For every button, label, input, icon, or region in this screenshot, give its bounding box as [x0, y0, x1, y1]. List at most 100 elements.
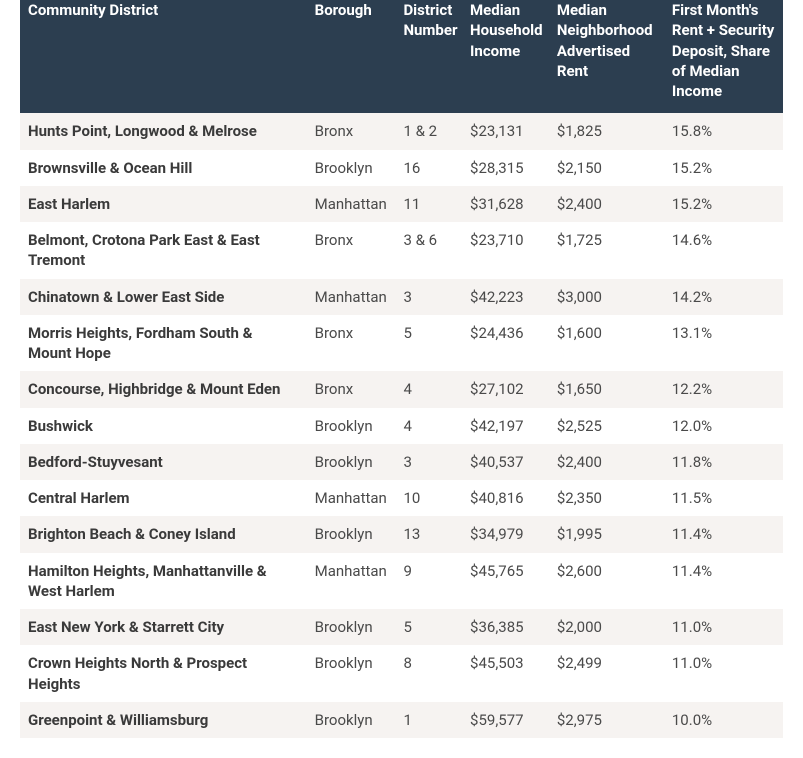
cell-cd: Central Harlem [20, 480, 307, 516]
cell-mnr: $1,995 [549, 516, 664, 552]
table-body: Hunts Point, Longwood & MelroseBronx1 & … [20, 113, 783, 738]
col-header-share: First Month's Rent + Security Deposit, S… [664, 0, 783, 113]
cell-mnr: $2,525 [549, 408, 664, 444]
cell-shr: 14.2% [664, 279, 783, 315]
cell-dn: 16 [395, 150, 462, 186]
cell-bor: Manhattan [307, 553, 396, 610]
cell-dn: 4 [395, 408, 462, 444]
table-row: Chinatown & Lower East SideManhattan3$42… [20, 279, 783, 315]
cell-bor: Brooklyn [307, 609, 396, 645]
cell-dn: 1 & 2 [395, 113, 462, 149]
cell-mnr: $2,400 [549, 186, 664, 222]
cell-mnr: $2,400 [549, 444, 664, 480]
cell-mhi: $27,102 [462, 371, 549, 407]
cell-dn: 3 [395, 279, 462, 315]
cell-mhi: $23,710 [462, 222, 549, 279]
cell-shr: 10.0% [664, 702, 783, 738]
cell-mhi: $31,628 [462, 186, 549, 222]
cell-shr: 11.5% [664, 480, 783, 516]
cell-cd: Hamilton Heights, Manhattanville & West … [20, 553, 307, 610]
cell-mhi: $23,131 [462, 113, 549, 149]
cell-mhi: $34,979 [462, 516, 549, 552]
cell-dn: 1 [395, 702, 462, 738]
cell-shr: 11.4% [664, 516, 783, 552]
cell-cd: Brighton Beach & Coney Island [20, 516, 307, 552]
cell-cd: Bedford-Stuyvesant [20, 444, 307, 480]
table-row: Bedford-StuyvesantBrooklyn3$40,537$2,400… [20, 444, 783, 480]
cell-mnr: $1,600 [549, 315, 664, 372]
cell-mnr: $2,350 [549, 480, 664, 516]
cell-shr: 14.6% [664, 222, 783, 279]
cell-shr: 12.0% [664, 408, 783, 444]
cell-cd: Morris Heights, Fordham South & Mount Ho… [20, 315, 307, 372]
table-row: Crown Heights North & Prospect HeightsBr… [20, 645, 783, 702]
cell-mhi: $40,537 [462, 444, 549, 480]
cell-cd: East New York & Starrett City [20, 609, 307, 645]
cell-bor: Bronx [307, 222, 396, 279]
cell-bor: Manhattan [307, 186, 396, 222]
col-header-district-number: District Number [395, 0, 462, 113]
cell-bor: Brooklyn [307, 516, 396, 552]
table-row: Brighton Beach & Coney IslandBrooklyn13$… [20, 516, 783, 552]
cell-shr: 12.2% [664, 371, 783, 407]
cell-bor: Bronx [307, 315, 396, 372]
cell-bor: Manhattan [307, 279, 396, 315]
table-container: Community District Borough District Numb… [0, 0, 803, 758]
cell-dn: 11 [395, 186, 462, 222]
cell-bor: Brooklyn [307, 408, 396, 444]
cell-shr: 13.1% [664, 315, 783, 372]
cell-shr: 15.8% [664, 113, 783, 149]
cell-dn: 10 [395, 480, 462, 516]
col-header-borough: Borough [307, 0, 396, 113]
cell-mhi: $24,436 [462, 315, 549, 372]
table-row: Morris Heights, Fordham South & Mount Ho… [20, 315, 783, 372]
cell-cd: Crown Heights North & Prospect Heights [20, 645, 307, 702]
cell-mhi: $36,385 [462, 609, 549, 645]
cell-cd: East Harlem [20, 186, 307, 222]
cell-cd: Bushwick [20, 408, 307, 444]
cell-mnr: $2,600 [549, 553, 664, 610]
cell-cd: Hunts Point, Longwood & Melrose [20, 113, 307, 149]
cell-mnr: $2,000 [549, 609, 664, 645]
cell-mhi: $45,503 [462, 645, 549, 702]
table-row: Hunts Point, Longwood & MelroseBronx1 & … [20, 113, 783, 149]
col-header-median-income: Median Household Income [462, 0, 549, 113]
cell-mhi: $59,577 [462, 702, 549, 738]
cell-dn: 5 [395, 315, 462, 372]
cell-mhi: $42,197 [462, 408, 549, 444]
cell-bor: Brooklyn [307, 444, 396, 480]
cell-bor: Bronx [307, 113, 396, 149]
cell-dn: 4 [395, 371, 462, 407]
cell-bor: Brooklyn [307, 150, 396, 186]
cell-shr: 11.0% [664, 645, 783, 702]
cell-dn: 13 [395, 516, 462, 552]
cell-mnr: $2,499 [549, 645, 664, 702]
cell-dn: 3 [395, 444, 462, 480]
table-row: Belmont, Crotona Park East & East Tremon… [20, 222, 783, 279]
cell-cd: Belmont, Crotona Park East & East Tremon… [20, 222, 307, 279]
cell-mnr: $1,725 [549, 222, 664, 279]
cell-mnr: $3,000 [549, 279, 664, 315]
cell-mnr: $2,150 [549, 150, 664, 186]
cell-shr: 15.2% [664, 186, 783, 222]
cell-cd: Greenpoint & Williamsburg [20, 702, 307, 738]
cell-shr: 11.8% [664, 444, 783, 480]
cell-dn: 9 [395, 553, 462, 610]
col-header-community-district: Community District [20, 0, 307, 113]
cell-shr: 15.2% [664, 150, 783, 186]
cell-mhi: $45,765 [462, 553, 549, 610]
cell-dn: 8 [395, 645, 462, 702]
table-row: Concourse, Highbridge & Mount EdenBronx4… [20, 371, 783, 407]
cell-cd: Chinatown & Lower East Side [20, 279, 307, 315]
cell-shr: 11.0% [664, 609, 783, 645]
cell-mhi: $40,816 [462, 480, 549, 516]
cell-bor: Manhattan [307, 480, 396, 516]
cell-dn: 3 & 6 [395, 222, 462, 279]
cell-dn: 5 [395, 609, 462, 645]
cell-cd: Brownsville & Ocean Hill [20, 150, 307, 186]
table-row: Hamilton Heights, Manhattanville & West … [20, 553, 783, 610]
table-header: Community District Borough District Numb… [20, 0, 783, 113]
cell-mnr: $2,975 [549, 702, 664, 738]
table-row: East New York & Starrett CityBrooklyn5$3… [20, 609, 783, 645]
cell-mhi: $42,223 [462, 279, 549, 315]
